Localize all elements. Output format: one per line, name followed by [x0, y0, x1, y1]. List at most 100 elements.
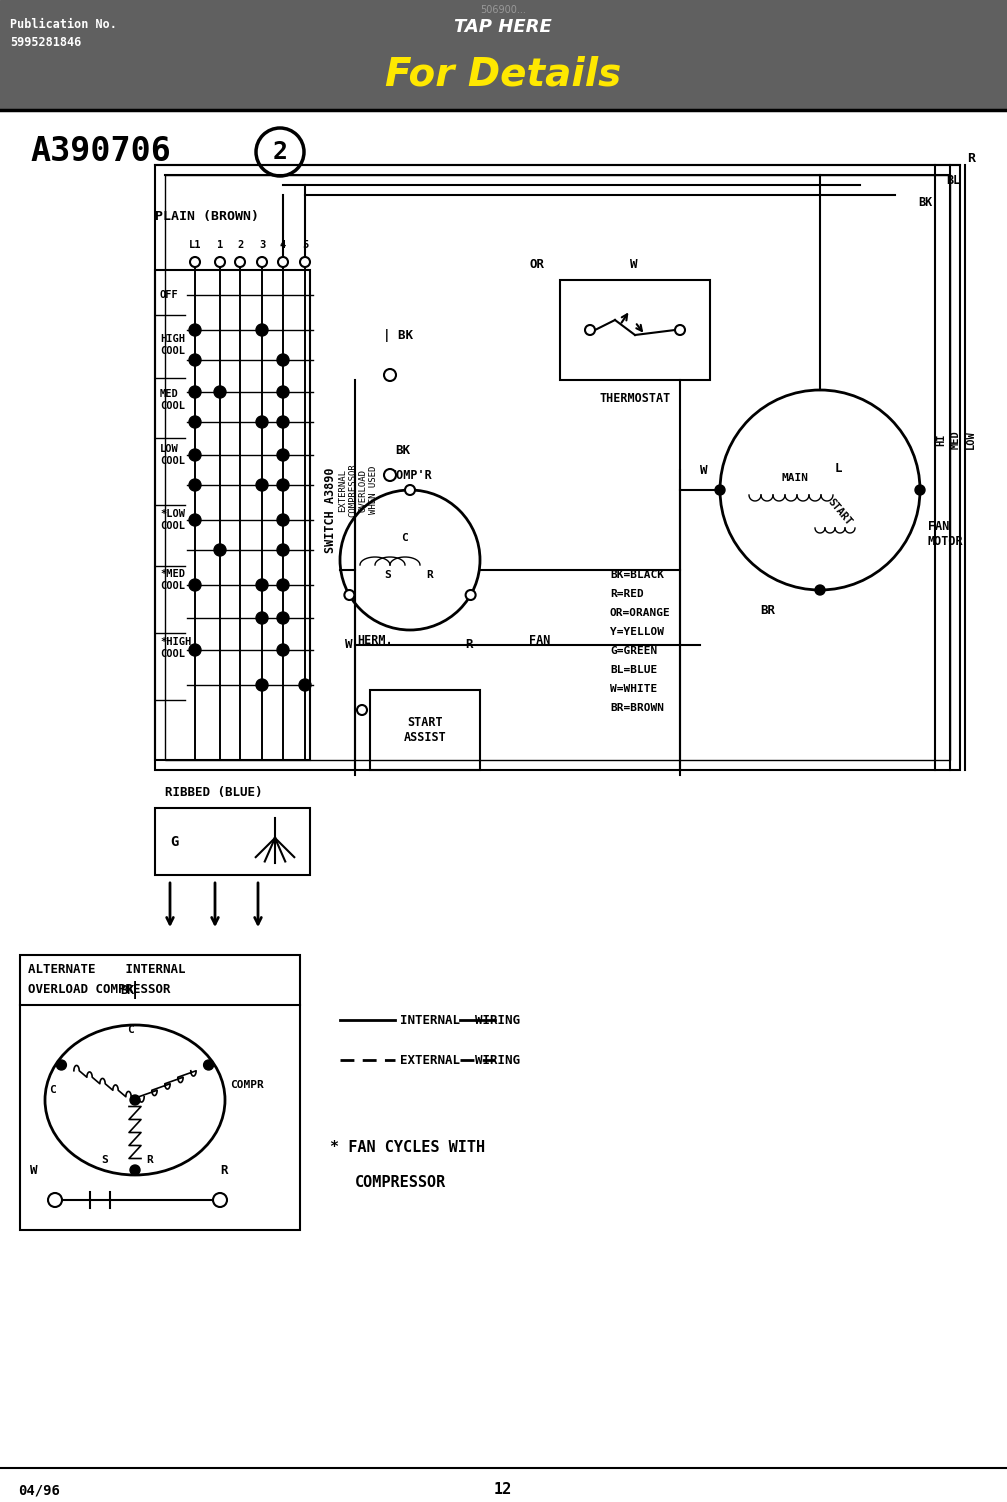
- Bar: [165, 176, 950, 760]
- Circle shape: [277, 449, 289, 461]
- Text: 2: 2: [237, 240, 243, 249]
- Text: INTERNAL  WIRING: INTERNAL WIRING: [400, 1014, 520, 1026]
- Text: 506900...: 506900...: [480, 5, 526, 15]
- Circle shape: [130, 1095, 140, 1105]
- Circle shape: [405, 485, 415, 496]
- Text: A390706: A390706: [30, 135, 171, 168]
- Text: Y=YELLOW: Y=YELLOW: [610, 626, 664, 637]
- Circle shape: [48, 1193, 62, 1208]
- Text: 5995281846: 5995281846: [10, 36, 82, 50]
- Text: *LOW
COOL: *LOW COOL: [160, 509, 185, 530]
- Text: 1: 1: [217, 240, 224, 249]
- Circle shape: [277, 479, 289, 491]
- Text: BL=BLUE: BL=BLUE: [610, 665, 658, 674]
- Circle shape: [277, 514, 289, 526]
- Text: EXTERNAL
COMPRESSOR
OVERLOAD
WHEN USED: EXTERNAL COMPRESSOR OVERLOAD WHEN USED: [338, 463, 378, 517]
- Circle shape: [815, 584, 825, 595]
- Circle shape: [277, 416, 289, 428]
- Text: COMPRESSOR: COMPRESSOR: [355, 1175, 446, 1190]
- Text: BK: BK: [120, 984, 134, 996]
- Circle shape: [277, 354, 289, 366]
- Circle shape: [256, 578, 268, 590]
- Text: R: R: [967, 152, 975, 165]
- Text: *HIGH
COOL: *HIGH COOL: [160, 637, 191, 659]
- Circle shape: [277, 386, 289, 398]
- Text: S: S: [102, 1155, 109, 1166]
- Text: 3: 3: [259, 240, 265, 249]
- Circle shape: [189, 479, 201, 491]
- Circle shape: [357, 704, 367, 715]
- Text: | BK: | BK: [383, 329, 413, 341]
- Circle shape: [56, 1060, 66, 1069]
- Circle shape: [189, 514, 201, 526]
- Circle shape: [190, 257, 200, 267]
- Text: SWITCH A3890: SWITCH A3890: [323, 467, 336, 553]
- Circle shape: [214, 386, 226, 398]
- Circle shape: [384, 469, 396, 481]
- Text: START: START: [826, 497, 854, 527]
- Text: START
ASSIST: START ASSIST: [404, 716, 446, 743]
- Text: W: W: [630, 258, 637, 272]
- Text: Publication No.: Publication No.: [10, 18, 117, 32]
- Text: BL: BL: [946, 174, 961, 186]
- Text: BK=BLACK: BK=BLACK: [610, 569, 664, 580]
- Text: For Details: For Details: [385, 56, 621, 93]
- Text: OVERLOAD COMPRESSOR: OVERLOAD COMPRESSOR: [28, 982, 170, 996]
- Text: RIBBED (BLUE): RIBBED (BLUE): [165, 786, 263, 799]
- Circle shape: [299, 679, 311, 691]
- Text: C: C: [402, 533, 409, 544]
- Text: FAN
MOTOR: FAN MOTOR: [928, 520, 964, 548]
- Circle shape: [189, 578, 201, 590]
- Text: 4: 4: [280, 240, 286, 249]
- Circle shape: [585, 324, 595, 335]
- Text: W: W: [345, 638, 352, 652]
- Circle shape: [277, 544, 289, 556]
- Circle shape: [203, 1060, 213, 1069]
- Text: 2: 2: [273, 140, 288, 164]
- Text: MED: MED: [951, 431, 961, 449]
- Text: R: R: [465, 638, 472, 652]
- Text: W: W: [700, 464, 708, 476]
- Text: G=GREEN: G=GREEN: [610, 646, 658, 656]
- Text: OR: OR: [530, 258, 545, 272]
- Circle shape: [256, 479, 268, 491]
- Circle shape: [384, 369, 396, 382]
- Circle shape: [465, 590, 475, 599]
- Circle shape: [915, 485, 925, 496]
- Circle shape: [213, 1193, 227, 1208]
- Circle shape: [189, 449, 201, 461]
- Circle shape: [715, 485, 725, 496]
- Text: LOW
COOL: LOW COOL: [160, 445, 185, 466]
- Text: C: C: [49, 1084, 56, 1095]
- Text: 5: 5: [302, 240, 308, 249]
- Text: 12: 12: [493, 1482, 513, 1497]
- Bar: [0, 0, 1007, 110]
- Text: BR: BR: [760, 604, 775, 616]
- Circle shape: [277, 578, 289, 590]
- Text: HIGH
COOL: HIGH COOL: [160, 335, 185, 356]
- Circle shape: [344, 590, 354, 599]
- Circle shape: [189, 354, 201, 366]
- Text: L1: L1: [188, 240, 201, 249]
- Text: OFF: OFF: [160, 290, 179, 300]
- Bar: [155, 270, 310, 760]
- Text: R: R: [147, 1155, 153, 1166]
- Text: FAN: FAN: [530, 634, 551, 646]
- Circle shape: [256, 611, 268, 623]
- Circle shape: [256, 416, 268, 428]
- Text: * FAN CYCLES WITH: * FAN CYCLES WITH: [330, 1140, 485, 1155]
- Circle shape: [278, 257, 288, 267]
- Bar: [370, 689, 480, 771]
- Text: TAP HERE: TAP HERE: [454, 18, 552, 36]
- Text: L: L: [834, 461, 842, 475]
- Text: C: C: [127, 1024, 133, 1035]
- Text: W: W: [30, 1164, 37, 1176]
- Text: BR=BROWN: BR=BROWN: [610, 703, 664, 713]
- Circle shape: [256, 324, 268, 336]
- Text: ALTERNATE    INTERNAL: ALTERNATE INTERNAL: [28, 963, 185, 976]
- Text: EXTERNAL  WIRING: EXTERNAL WIRING: [400, 1053, 520, 1066]
- Circle shape: [189, 644, 201, 656]
- Text: BK: BK: [395, 443, 410, 457]
- Bar: [155, 808, 310, 876]
- Circle shape: [257, 257, 267, 267]
